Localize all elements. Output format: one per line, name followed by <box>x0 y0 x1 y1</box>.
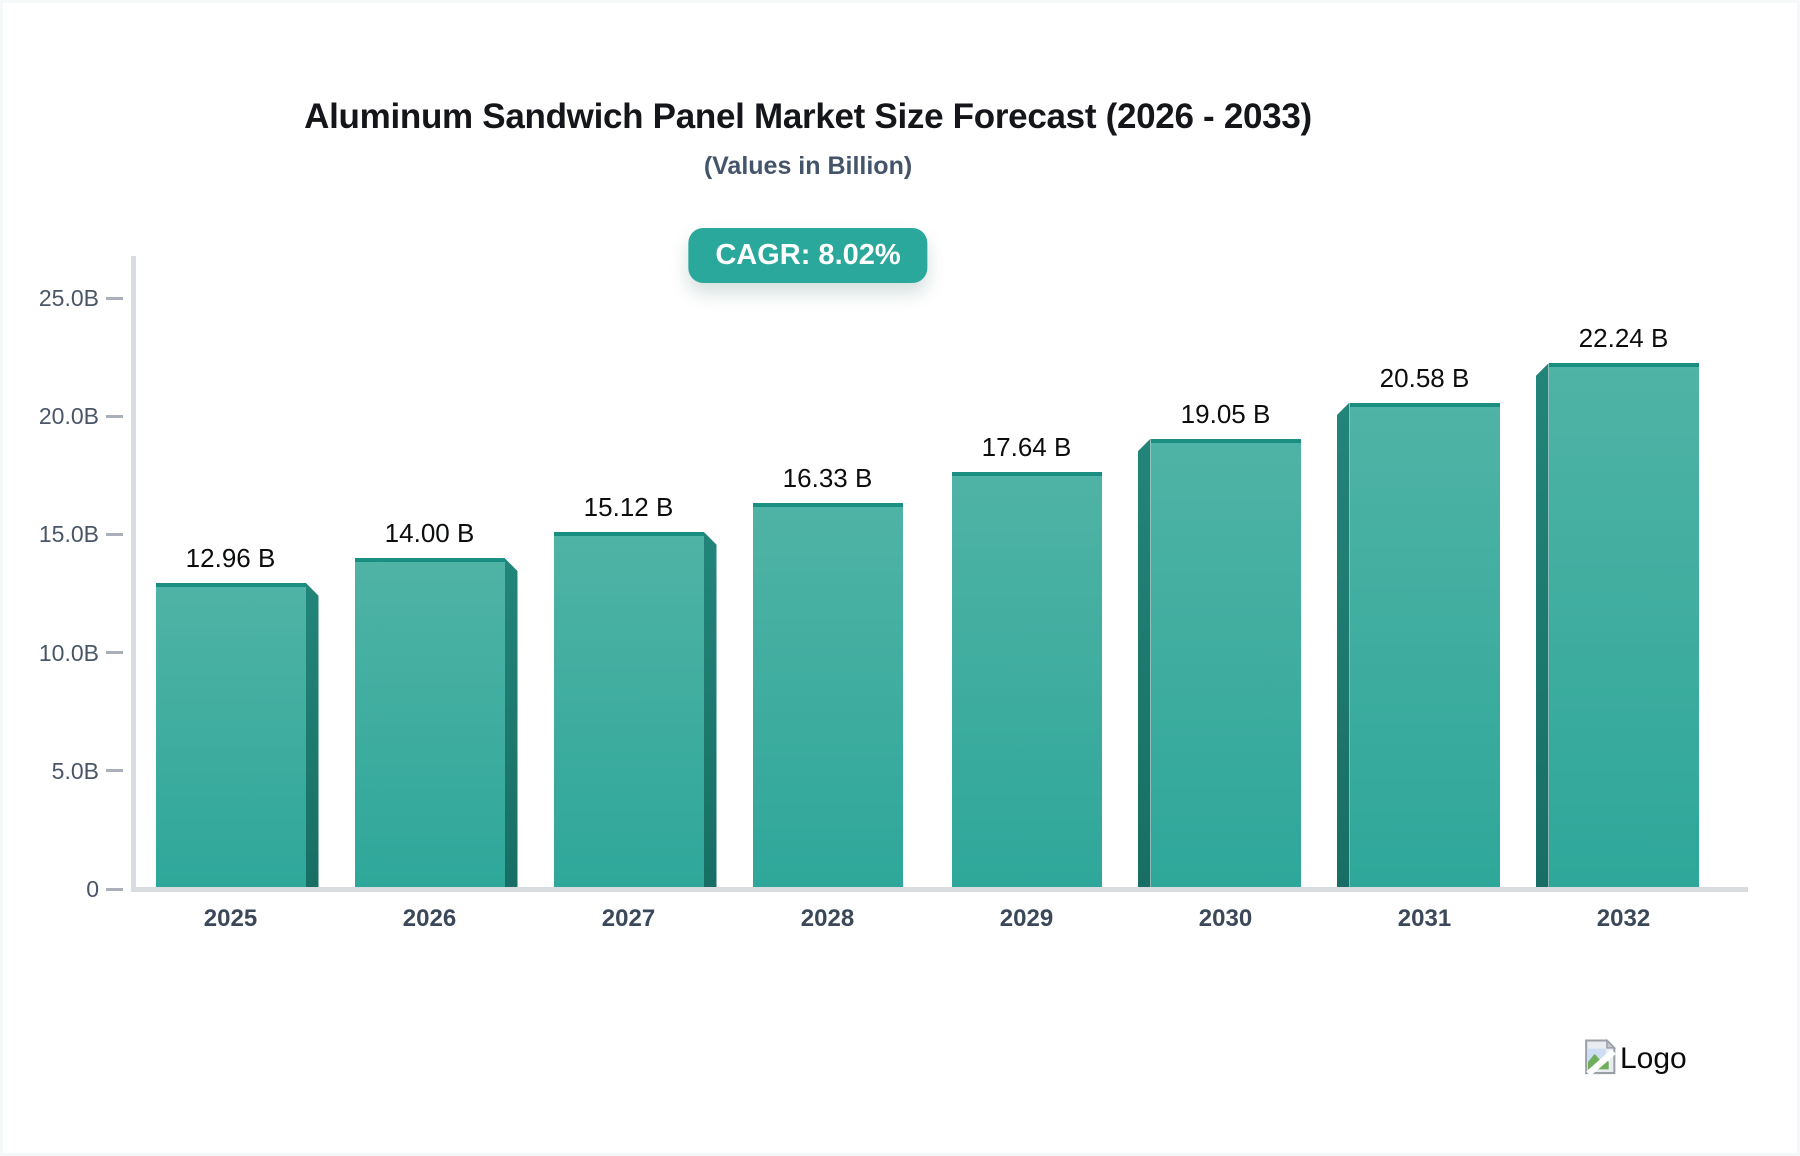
x-year-label: 2025 <box>203 905 258 932</box>
bar-2028: 16.33 B <box>728 463 927 889</box>
bar-2032: 22.24 B <box>1524 323 1723 889</box>
bar-value-label: 14.00 B <box>384 518 475 549</box>
bar-face <box>1336 402 1500 889</box>
x-year-label: 2028 <box>800 905 855 932</box>
x-axis-baseline <box>131 887 1748 892</box>
bar-face <box>951 472 1102 889</box>
x-year-label: 2027 <box>601 905 656 932</box>
y-tick-label: 5.0B <box>51 757 99 784</box>
y-tick-dash <box>106 296 123 300</box>
bar-value-label: 22.24 B <box>1578 323 1669 354</box>
bar-value-label: 16.33 B <box>782 462 873 493</box>
y-tick-label: 20.0B <box>38 403 99 430</box>
y-tick-dash <box>106 532 123 536</box>
x-year-label: 2030 <box>1198 905 1253 932</box>
y-tick-dash <box>106 414 123 418</box>
bar-3d-side <box>504 558 518 889</box>
y-tick-dash <box>106 769 123 773</box>
bar-value-label: 15.12 B <box>583 491 674 522</box>
bar-3d-side <box>703 531 717 889</box>
bar-value-label: 19.05 B <box>1180 398 1271 429</box>
bar-2031: 20.58 B <box>1325 363 1524 889</box>
broken-image-icon <box>1585 1039 1617 1077</box>
bar-3d-side <box>1137 438 1151 889</box>
bar-value-label: 12.96 B <box>185 542 276 573</box>
y-tick-label: 0 <box>86 876 99 902</box>
bar-value-label: 20.58 B <box>1379 362 1470 393</box>
y-tick-label: 10.0B <box>38 639 99 666</box>
x-year-label: 2032 <box>1596 905 1651 932</box>
bar-face <box>1535 363 1699 889</box>
x-year-label: 2029 <box>999 905 1054 932</box>
bar-2030: 19.05 B <box>1126 399 1325 889</box>
y-tick-dash <box>106 651 123 655</box>
x-year-label: 2031 <box>1397 905 1452 932</box>
bar-2027: 15.12 B <box>529 492 728 889</box>
bar-face <box>155 582 319 889</box>
chart-title: Aluminum Sandwich Panel Market Size Fore… <box>304 97 1312 136</box>
bar-face <box>752 502 903 889</box>
y-axis-line <box>131 256 136 889</box>
bars-area: 12.96 B 14.00 B 15.12 B 16.33 B 17.64 B 19.05… <box>131 298 1723 889</box>
cagr-badge: CAGR: 8.02% <box>688 228 928 283</box>
logo-alt-text: Logo <box>1620 1042 1687 1075</box>
y-tick-label: 25.0B <box>38 285 99 311</box>
bar-face <box>354 558 518 889</box>
bar-2029: 17.64 B <box>927 432 1126 889</box>
bar-3d-side <box>305 582 319 889</box>
y-axis-ticks: 25.0B 20.0B 15.0B 10.0B 5.0B 0 <box>3 285 131 902</box>
bar-2025: 12.96 B <box>131 543 330 889</box>
bar-3d-side <box>1535 363 1549 889</box>
bar-face <box>1137 438 1301 889</box>
chart-subtitle: (Values in Billion) <box>703 152 913 180</box>
x-year-label: 2026 <box>402 905 457 932</box>
logo: Logo <box>1583 1039 1687 1079</box>
y-tick-label: 15.0B <box>38 521 99 548</box>
bar-3d-side <box>1336 402 1350 889</box>
y-tick-dash <box>106 887 123 891</box>
x-axis-labels: 2025 2026 2027 2028 2029 2030 2031 2032 <box>131 905 1723 945</box>
bar-face <box>553 531 717 889</box>
bar-2026: 14.00 B <box>330 518 529 889</box>
bar-value-label: 17.64 B <box>981 432 1072 462</box>
